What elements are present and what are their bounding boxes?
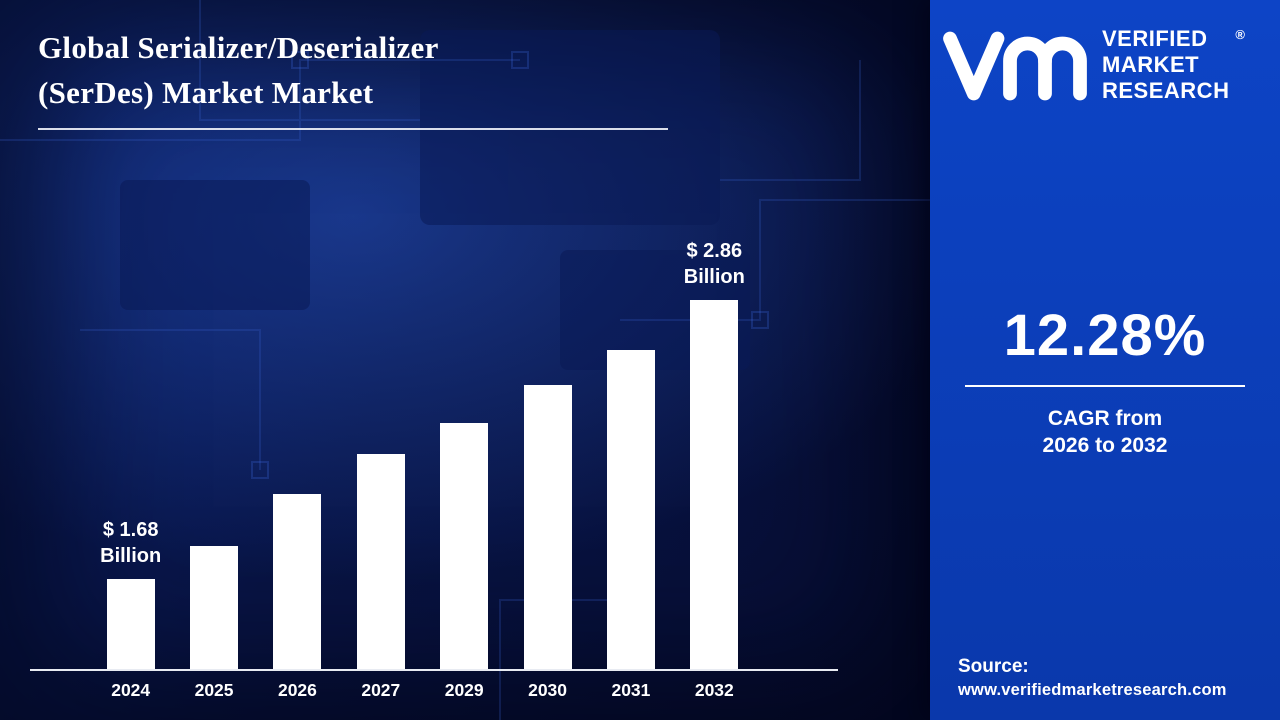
- vmr-logo-icon: [940, 26, 1090, 106]
- bar-column: [256, 494, 339, 669]
- chart-panel-background: Global Serializer/Deserializer (SerDes) …: [0, 0, 930, 720]
- bar-column: [506, 385, 589, 669]
- title-underline: [38, 128, 668, 130]
- brand-block: ® VERIFIED MARKET RESEARCH: [940, 24, 1270, 106]
- bar-column: [423, 423, 506, 669]
- bar-column: $ 1.68Billion: [89, 517, 172, 669]
- bar-column: $ 2.86Billion: [673, 238, 756, 669]
- x-axis-label: 2032: [673, 680, 756, 701]
- bar-value-label: $ 1.68Billion: [100, 517, 161, 569]
- bar-2026: [273, 494, 321, 669]
- brand-name: ® VERIFIED MARKET RESEARCH: [1102, 26, 1245, 104]
- bar-2024: [107, 579, 155, 669]
- x-axis-label: 2024: [89, 680, 172, 701]
- bar-2031: [607, 350, 655, 669]
- bar-2032: [690, 300, 738, 669]
- info-panel: ® VERIFIED MARKET RESEARCH 12.28% CAGR f…: [930, 0, 1280, 720]
- title-block: Global Serializer/Deserializer (SerDes) …: [38, 26, 678, 130]
- brand-line-market: MARKET: [1102, 52, 1229, 78]
- page-title-line1: Global Serializer/Deserializer: [38, 26, 678, 71]
- bar-chart: $ 1.68Billion$ 2.86Billion 2024202520262…: [30, 269, 838, 701]
- cagr-block: 12.28% CAGR from 2026 to 2032: [930, 302, 1280, 460]
- bar-2029: [440, 423, 488, 669]
- bar-2030: [524, 385, 572, 669]
- x-axis-label: 2025: [172, 680, 255, 701]
- source-label: Source:: [958, 656, 1272, 678]
- cagr-label-line2: 2026 to 2032: [930, 432, 1280, 459]
- registered-mark: ®: [1235, 22, 1245, 48]
- bar-2025: [190, 546, 238, 669]
- x-axis-line: [30, 669, 838, 671]
- source-url: www.verifiedmarketresearch.com: [958, 681, 1272, 700]
- x-axis-label: 2029: [423, 680, 506, 701]
- cagr-value: 12.28%: [930, 302, 1280, 369]
- page-title: Global Serializer/Deserializer (SerDes) …: [38, 26, 678, 116]
- infographic: Global Serializer/Deserializer (SerDes) …: [0, 0, 1280, 720]
- cagr-label-line1: CAGR from: [930, 405, 1280, 432]
- bar-column: [172, 546, 255, 669]
- x-axis-label: 2031: [589, 680, 672, 701]
- page-title-line2: (SerDes) Market Market: [38, 71, 678, 116]
- source-block: Source: www.verifiedmarketresearch.com: [958, 656, 1272, 700]
- bar-value-label: $ 2.86Billion: [684, 238, 745, 290]
- x-axis-label: 2030: [506, 680, 589, 701]
- x-axis-label: 2027: [339, 680, 422, 701]
- x-axis-labels: 20242025202620272029203020312032: [30, 680, 838, 701]
- brand-line-research: RESEARCH: [1102, 78, 1229, 104]
- cagr-divider: [965, 385, 1245, 387]
- brand-line-verified: VERIFIED: [1102, 26, 1229, 52]
- bar-column: [339, 454, 422, 669]
- x-axis-label: 2026: [256, 680, 339, 701]
- bar-2027: [357, 454, 405, 669]
- bars-row: $ 1.68Billion$ 2.86Billion: [30, 269, 838, 669]
- cagr-label: CAGR from 2026 to 2032: [930, 405, 1280, 460]
- bar-column: [589, 350, 672, 669]
